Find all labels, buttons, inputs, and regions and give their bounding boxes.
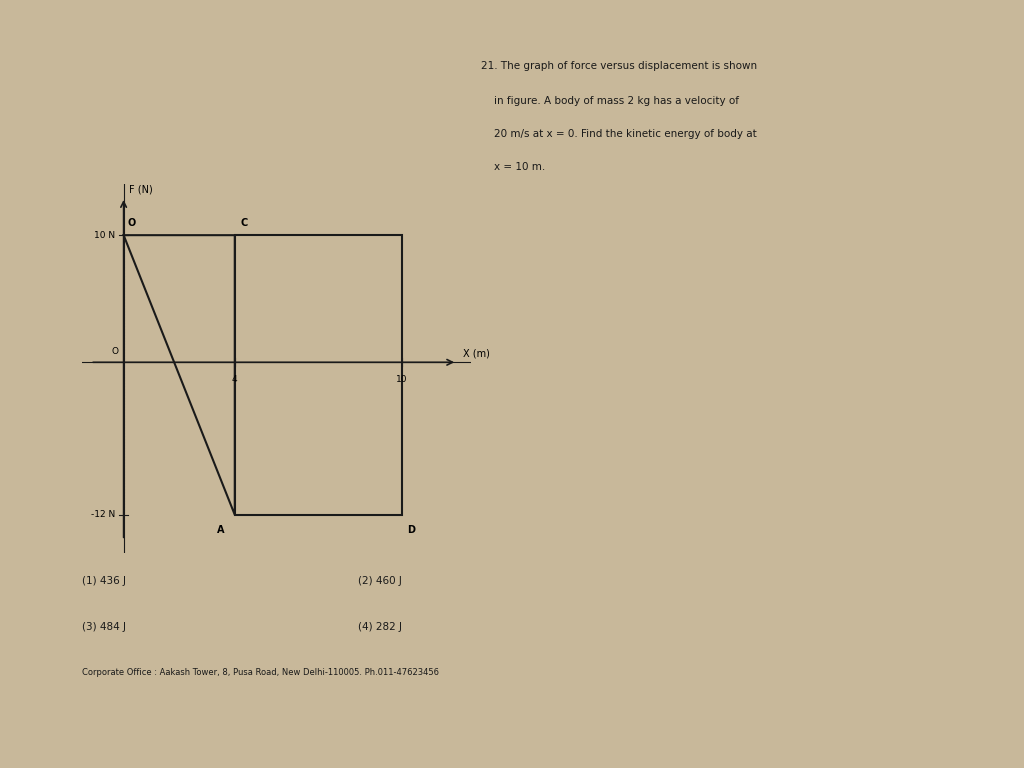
Text: O: O xyxy=(111,347,118,356)
Text: Corporate Office : Aakash Tower, 8, Pusa Road, New Delhi-110005. Ph.011-47623456: Corporate Office : Aakash Tower, 8, Pusa… xyxy=(82,668,439,677)
Text: 10: 10 xyxy=(396,375,408,384)
Text: 20 m/s at x = 0. Find the kinetic energy of body at: 20 m/s at x = 0. Find the kinetic energy… xyxy=(481,129,757,139)
Text: X (m): X (m) xyxy=(463,349,489,359)
Text: O: O xyxy=(128,217,136,227)
Text: 4: 4 xyxy=(232,375,238,384)
Text: A: A xyxy=(217,525,224,535)
Text: in figure. A body of mass 2 kg has a velocity of: in figure. A body of mass 2 kg has a vel… xyxy=(481,96,739,106)
Text: D: D xyxy=(408,525,415,535)
Text: -12 N: -12 N xyxy=(91,510,116,519)
Text: F (N): F (N) xyxy=(129,184,153,194)
Text: (4) 282 J: (4) 282 J xyxy=(358,622,402,632)
Text: (1) 436 J: (1) 436 J xyxy=(82,576,126,586)
Text: (3) 484 J: (3) 484 J xyxy=(82,622,126,632)
Text: C: C xyxy=(241,217,248,227)
Text: 10 N: 10 N xyxy=(94,230,116,240)
Text: x = 10 m.: x = 10 m. xyxy=(481,162,546,172)
Text: (2) 460 J: (2) 460 J xyxy=(358,576,402,586)
Text: 21. The graph of force versus displacement is shown: 21. The graph of force versus displaceme… xyxy=(481,61,758,71)
